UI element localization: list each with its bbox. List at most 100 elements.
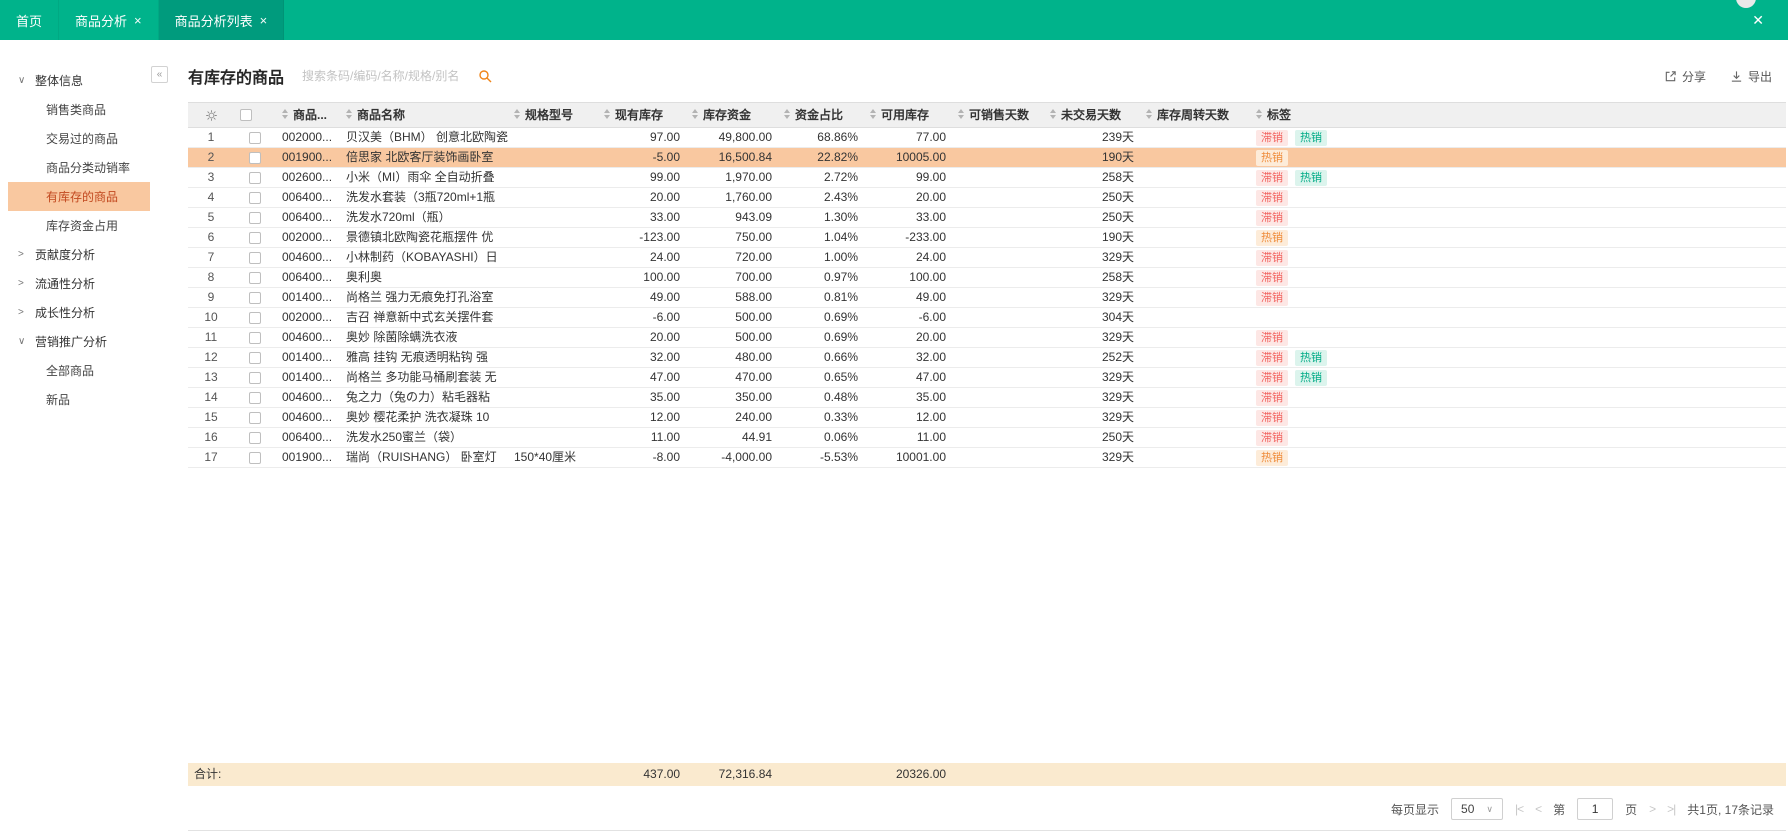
- sidebar-item-4-1[interactable]: 新品: [46, 393, 71, 407]
- sidebar-item-4-0[interactable]: 全部商品: [46, 364, 95, 378]
- sidebar-group-4[interactable]: ∨ 营销推广分析: [0, 327, 172, 356]
- cell-ratio: 68.86%: [778, 127, 864, 148]
- row-checkbox[interactable]: [249, 151, 261, 164]
- cell-sellable-days: [952, 187, 1044, 208]
- table-row[interactable]: 3 002600... 小米（MI）雨伞 全自动折叠 99.00 1,970.00 2.7…: [188, 167, 1786, 188]
- window-close-icon[interactable]: ✕: [1752, 11, 1764, 28]
- sidebar-collapse-button[interactable]: «: [151, 66, 168, 83]
- table-row[interactable]: 6 002000... 景德镇北欧陶瓷花瓶摆件 优 -123.00 750.00 1.04…: [188, 227, 1786, 248]
- row-checkbox[interactable]: [249, 271, 261, 284]
- table-row[interactable]: 14 004600... 兔之力（兔の力）粘毛器粘 35.00 350.00 0.48% 3…: [188, 387, 1786, 408]
- row-checkbox[interactable]: [249, 331, 261, 344]
- row-checkbox[interactable]: [249, 451, 261, 464]
- cell-product-code: 001400...: [276, 367, 340, 388]
- sidebar-group-label: 贡献度分析: [35, 248, 96, 262]
- column-header-no-trade-days[interactable]: 未交易天数: [1044, 102, 1140, 128]
- table-row[interactable]: 7 004600... 小林制药（KOBAYASHI）日 24.00 720.00 1.0…: [188, 247, 1786, 268]
- cell-row-number: 6: [188, 227, 234, 248]
- column-header-turnover-days[interactable]: 库存周转天数: [1140, 102, 1250, 128]
- sidebar-group-0[interactable]: ∨ 整体信息: [0, 66, 172, 95]
- last-page-button[interactable]: >|: [1667, 802, 1676, 816]
- cell-spec: [508, 347, 598, 368]
- table-row[interactable]: 9 001400... 尚格兰 强力无痕免打孔浴室 49.00 588.00 0.81% 4…: [188, 287, 1786, 308]
- column-header-sellable-days[interactable]: 可销售天数: [952, 102, 1044, 128]
- column-settings-header[interactable]: [188, 102, 234, 128]
- next-page-button[interactable]: >: [1649, 802, 1656, 816]
- table-row[interactable]: 16 006400... 洗发水250蜜兰（袋） 11.00 44.91 0.06% 11.…: [188, 427, 1786, 448]
- table-row[interactable]: 2 001900... 倍思家 北欧客厅装饰画卧室 -5.00 16,500.84 22.…: [188, 147, 1786, 168]
- cell-product-name: 吉召 禅意新中式玄关摆件套: [340, 307, 508, 328]
- export-button[interactable]: 导出: [1730, 68, 1772, 85]
- sidebar-item-0-1[interactable]: 交易过的商品: [46, 132, 119, 146]
- table-row[interactable]: 5 006400... 洗发水720ml（瓶） 33.00 943.09 1.30% 33.…: [188, 207, 1786, 228]
- cell-tags: 滞销: [1250, 387, 1786, 408]
- sidebar-item-0-3[interactable]: 有库存的商品: [8, 182, 150, 211]
- table-row[interactable]: 8 006400... 奥利奥 100.00 700.00 0.97% 100.00 258天…: [188, 267, 1786, 288]
- sidebar-item-0-0[interactable]: 销售类商品: [46, 103, 107, 117]
- column-header-code[interactable]: 商品...: [276, 102, 340, 128]
- cell-stock: 99.00: [598, 167, 686, 188]
- row-checkbox[interactable]: [249, 191, 261, 204]
- summary-table: 合计: 437.00 72,316.84 20326.00: [188, 763, 1786, 786]
- table-row[interactable]: 17 001900... 瑞尚（RUISHANG） 卧室灯 150*40厘米 -8.00…: [188, 447, 1786, 468]
- cell-spec: [508, 147, 598, 168]
- row-checkbox[interactable]: [249, 291, 261, 304]
- tab-close-icon[interactable]: ×: [134, 12, 142, 28]
- row-checkbox[interactable]: [249, 411, 261, 424]
- sidebar-group-label: 营销推广分析: [35, 335, 108, 349]
- page-input[interactable]: [1577, 798, 1614, 820]
- row-checkbox[interactable]: [249, 351, 261, 364]
- table-row[interactable]: 10 002000... 吉召 禅意新中式玄关摆件套 -6.00 500.00 0.69%…: [188, 307, 1786, 328]
- table-row[interactable]: 1 002000... 贝汉美（BHM） 创意北欧陶瓷 97.00 49,800.00 6…: [188, 127, 1786, 148]
- column-header-stock[interactable]: 现有库存: [598, 102, 686, 128]
- table-row[interactable]: 4 006400... 洗发水套装（3瓶720ml+1瓶 20.00 1,760.00 2…: [188, 187, 1786, 208]
- sidebar-group-3[interactable]: > 成长性分析: [0, 298, 172, 327]
- table-row[interactable]: 12 001400... 雅高 挂钩 无痕透明粘钩 强 32.00 480.00 0.66…: [188, 347, 1786, 368]
- cell-no-trade-days: 258天: [1044, 167, 1140, 188]
- table-row[interactable]: 13 001400... 尚格兰 多功能马桶刷套装 无 47.00 470.00 0.65…: [188, 367, 1786, 388]
- share-button[interactable]: 分享: [1664, 68, 1706, 85]
- sidebar-item-0-4[interactable]: 库存资金占用: [46, 219, 119, 233]
- row-checkbox[interactable]: [249, 371, 261, 384]
- prev-page-button[interactable]: <: [1535, 802, 1542, 816]
- select-all-header[interactable]: [234, 102, 276, 128]
- top-bar: 首页 商品分析 × 商品分析列表 × ✕: [0, 0, 1788, 40]
- page-size-select[interactable]: 50 ∨: [1451, 798, 1503, 820]
- column-header-ratio[interactable]: 资金占比: [778, 102, 864, 128]
- column-header-fund[interactable]: 库存资金: [686, 102, 778, 128]
- sidebar-group-2[interactable]: > 流通性分析: [0, 269, 172, 298]
- tab-2[interactable]: 商品分析列表 ×: [158, 0, 285, 40]
- search-input[interactable]: [302, 69, 473, 83]
- search-box: [302, 69, 492, 83]
- cell-sellable-days: [952, 127, 1044, 148]
- first-page-button[interactable]: |<: [1514, 802, 1524, 816]
- column-header-name[interactable]: 商品名称: [340, 102, 508, 128]
- row-checkbox[interactable]: [249, 251, 261, 264]
- tab-close-icon[interactable]: ×: [259, 12, 268, 28]
- row-checkbox[interactable]: [249, 231, 261, 244]
- row-checkbox[interactable]: [249, 171, 261, 184]
- row-checkbox[interactable]: [249, 391, 261, 404]
- select-all-checkbox[interactable]: [240, 109, 252, 122]
- tag-orange: 热销: [1256, 150, 1288, 166]
- sidebar-item-0-2[interactable]: 商品分类动销率: [46, 161, 131, 175]
- avatar[interactable]: [1736, 0, 1756, 8]
- cell-product-name: 小米（MI）雨伞 全自动折叠: [340, 167, 508, 188]
- tab-0[interactable]: 首页: [0, 0, 60, 40]
- column-header-spec[interactable]: 规格型号: [508, 102, 598, 128]
- row-checkbox[interactable]: [249, 211, 261, 224]
- cell-stock: 100.00: [598, 267, 686, 288]
- search-icon[interactable]: [478, 69, 492, 83]
- column-header-tags[interactable]: 标签: [1250, 102, 1786, 128]
- row-checkbox[interactable]: [249, 431, 261, 444]
- column-header-available[interactable]: 可用库存: [864, 102, 952, 128]
- cell-tags: 热销: [1250, 447, 1786, 468]
- tab-1[interactable]: 商品分析 ×: [59, 0, 159, 40]
- table-row[interactable]: 15 004600... 奥妙 樱花柔护 洗衣凝珠 10 12.00 240.00 0.3…: [188, 407, 1786, 428]
- cell-product-name: 奥利奥: [340, 267, 508, 288]
- row-checkbox[interactable]: [249, 311, 261, 324]
- cell-available: 99.00: [864, 167, 952, 188]
- row-checkbox[interactable]: [249, 131, 261, 144]
- table-row[interactable]: 11 004600... 奥妙 除菌除螨洗衣液 20.00 500.00 0.69% 20.…: [188, 327, 1786, 348]
- sidebar-group-1[interactable]: > 贡献度分析: [0, 240, 172, 269]
